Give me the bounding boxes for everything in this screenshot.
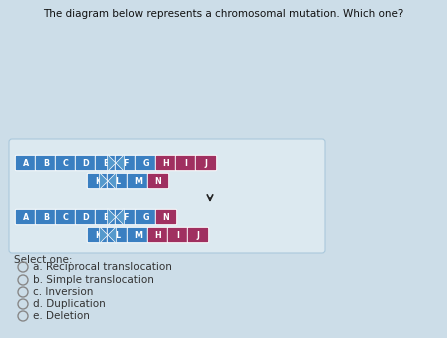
Text: J: J: [204, 159, 207, 168]
Polygon shape: [108, 172, 116, 190]
Text: H: H: [155, 231, 161, 240]
Text: L: L: [115, 176, 121, 186]
Text: H: H: [163, 159, 169, 168]
FancyBboxPatch shape: [35, 155, 57, 171]
FancyBboxPatch shape: [135, 155, 157, 171]
FancyBboxPatch shape: [87, 227, 109, 243]
Text: C: C: [63, 159, 69, 168]
Text: The diagram below represents a chromosomal mutation. Which one?: The diagram below represents a chromosom…: [43, 9, 403, 19]
FancyBboxPatch shape: [195, 155, 217, 171]
FancyBboxPatch shape: [167, 227, 189, 243]
FancyBboxPatch shape: [175, 155, 197, 171]
FancyBboxPatch shape: [115, 155, 137, 171]
FancyBboxPatch shape: [107, 227, 129, 243]
Text: Select one:: Select one:: [14, 255, 72, 265]
Text: N: N: [163, 213, 169, 221]
Polygon shape: [108, 154, 116, 171]
FancyBboxPatch shape: [15, 155, 37, 171]
Text: B: B: [43, 213, 49, 221]
FancyBboxPatch shape: [55, 155, 77, 171]
FancyBboxPatch shape: [95, 209, 117, 225]
Text: e. Deletion: e. Deletion: [33, 311, 90, 321]
Polygon shape: [116, 154, 124, 171]
FancyBboxPatch shape: [127, 173, 149, 189]
Text: G: G: [143, 159, 149, 168]
Text: F: F: [123, 159, 129, 168]
FancyBboxPatch shape: [148, 173, 169, 189]
Text: C: C: [63, 213, 69, 221]
FancyBboxPatch shape: [148, 227, 169, 243]
Text: I: I: [185, 159, 187, 168]
Text: E: E: [103, 159, 109, 168]
FancyBboxPatch shape: [135, 209, 157, 225]
Polygon shape: [100, 172, 108, 190]
Text: B: B: [43, 159, 49, 168]
FancyBboxPatch shape: [155, 209, 177, 225]
Text: A: A: [23, 213, 29, 221]
Text: E: E: [103, 213, 109, 221]
FancyBboxPatch shape: [35, 209, 57, 225]
FancyBboxPatch shape: [187, 227, 209, 243]
FancyBboxPatch shape: [75, 155, 97, 171]
Polygon shape: [108, 226, 116, 243]
Text: d. Duplication: d. Duplication: [33, 299, 106, 309]
Text: J: J: [197, 231, 199, 240]
FancyBboxPatch shape: [95, 155, 117, 171]
FancyBboxPatch shape: [75, 209, 97, 225]
Polygon shape: [100, 226, 108, 243]
FancyBboxPatch shape: [9, 139, 325, 253]
Text: D: D: [83, 159, 89, 168]
Text: M: M: [134, 176, 142, 186]
Text: N: N: [155, 176, 161, 186]
FancyBboxPatch shape: [107, 173, 129, 189]
Text: c. Inversion: c. Inversion: [33, 287, 93, 297]
Text: D: D: [83, 213, 89, 221]
Text: K: K: [95, 231, 101, 240]
Text: a. Reciprocal translocation: a. Reciprocal translocation: [33, 262, 172, 272]
Polygon shape: [116, 209, 124, 225]
FancyBboxPatch shape: [115, 209, 137, 225]
Text: G: G: [143, 213, 149, 221]
FancyBboxPatch shape: [87, 173, 109, 189]
Text: K: K: [95, 176, 101, 186]
FancyBboxPatch shape: [155, 155, 177, 171]
FancyBboxPatch shape: [127, 227, 149, 243]
Text: F: F: [123, 213, 129, 221]
Polygon shape: [108, 209, 116, 225]
FancyBboxPatch shape: [15, 209, 37, 225]
Text: A: A: [23, 159, 29, 168]
Text: b. Simple translocation: b. Simple translocation: [33, 275, 154, 285]
Text: I: I: [177, 231, 180, 240]
Text: M: M: [134, 231, 142, 240]
FancyBboxPatch shape: [55, 209, 77, 225]
Text: L: L: [115, 231, 121, 240]
